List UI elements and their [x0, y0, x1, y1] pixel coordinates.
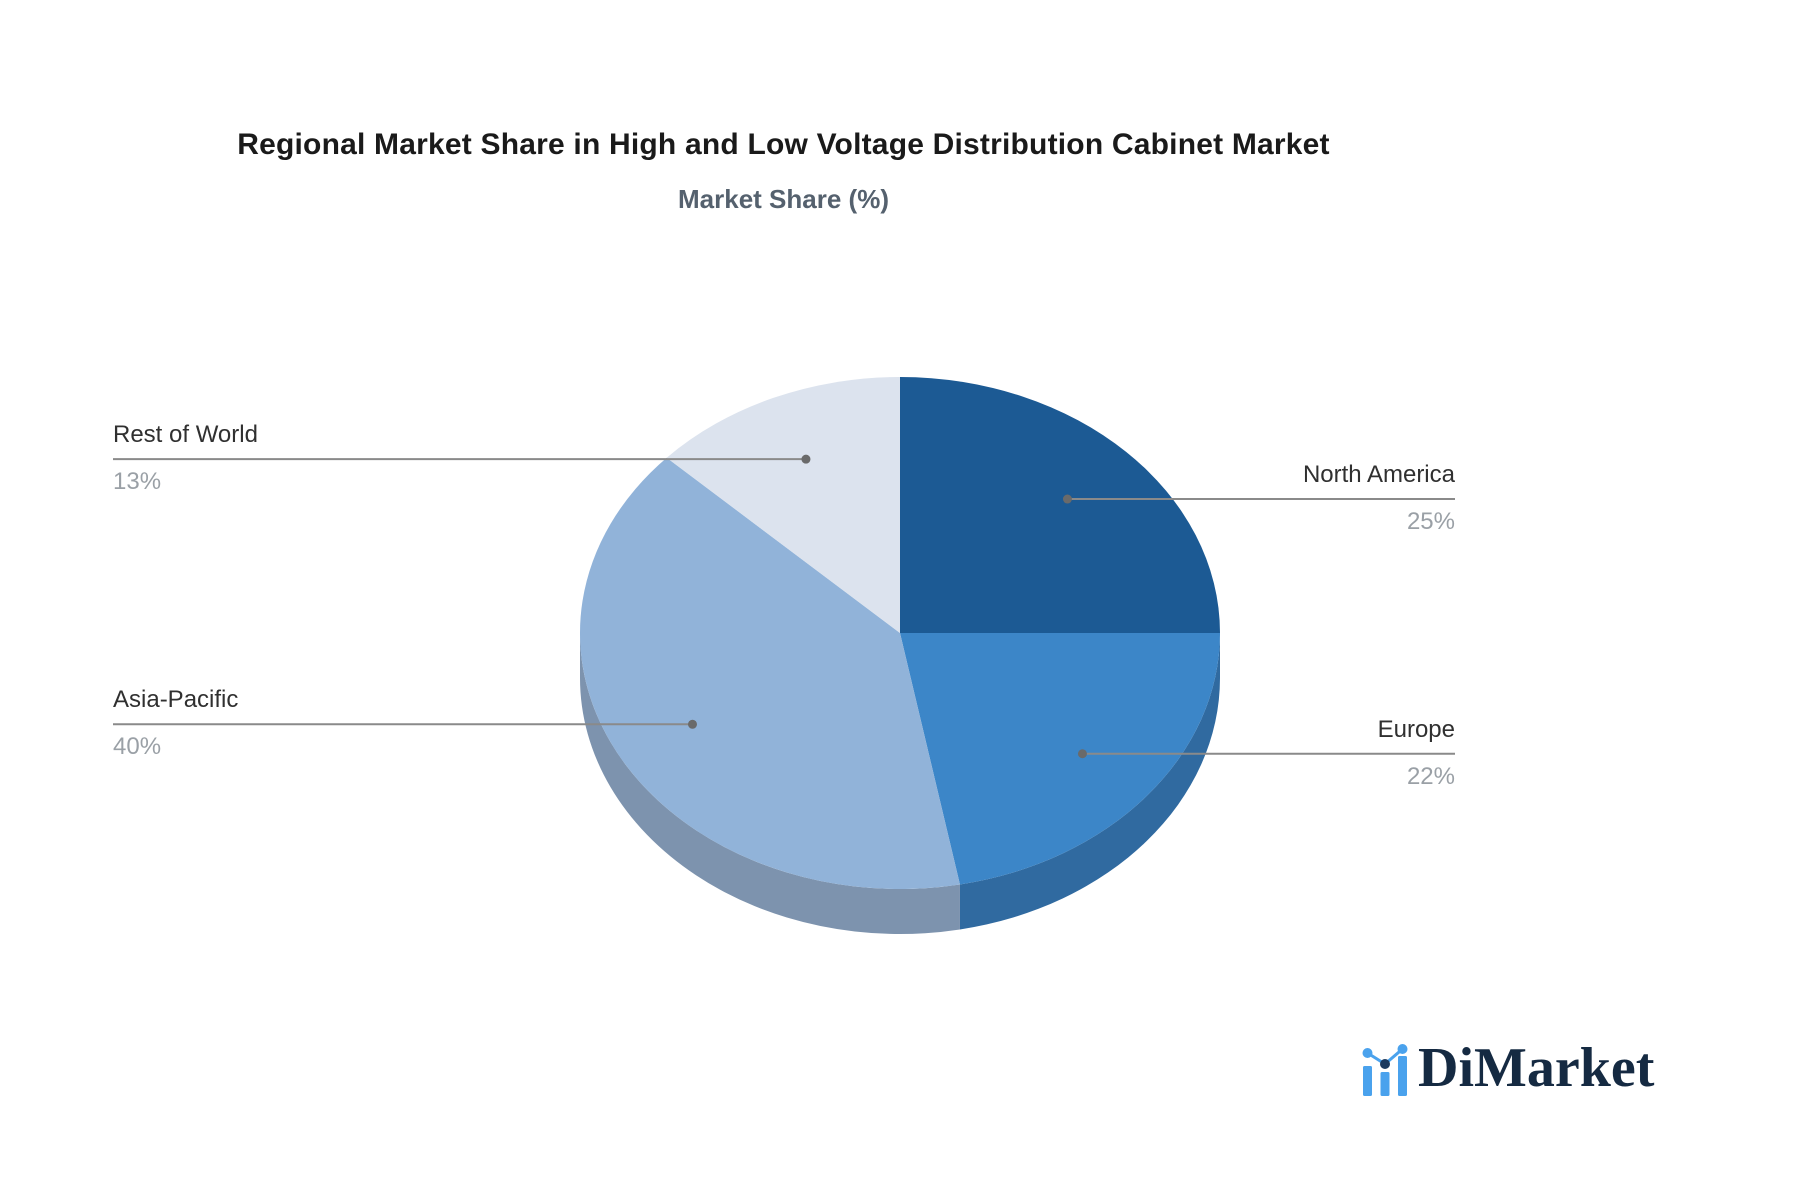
leader-dot	[1062, 494, 1072, 504]
slice-label-rest-of-world: Rest of World	[113, 421, 258, 449]
slice-pct-asia-pacific: 40%	[113, 733, 162, 761]
pie-slice-europe[interactable]	[900, 633, 1220, 885]
slice-label-europe: Europe	[1377, 715, 1455, 743]
leader-dot	[1077, 749, 1087, 759]
chart-subtitle: Market Share (%)	[678, 184, 889, 214]
chart-title: Regional Market Share in High and Low Vo…	[237, 128, 1330, 161]
pie-slice-side-europe	[959, 633, 1220, 930]
slice-label-asia-pacific: Asia-Pacific	[113, 686, 239, 714]
slice-pct-rest-of-world: 13%	[113, 468, 162, 496]
pie-slice-north-america[interactable]	[900, 377, 1220, 633]
slice-label-north-america: North America	[1302, 461, 1455, 489]
slice-pct-north-america: 25%	[1406, 508, 1455, 536]
brand-logo: DiMarket	[1362, 1036, 1702, 1116]
pie-slice-rest-of-world[interactable]	[666, 377, 900, 633]
pie-slice-side-asia-pacific	[580, 633, 960, 934]
leader-dot	[801, 454, 811, 464]
pie-slice-asia-pacific[interactable]	[580, 457, 960, 889]
bar-line-chart-icon	[1362, 1044, 1408, 1096]
logo-wordmark: DiMarket	[1418, 1037, 1655, 1099]
leader-dot	[687, 719, 697, 729]
slice-pct-europe: 22%	[1406, 762, 1455, 790]
